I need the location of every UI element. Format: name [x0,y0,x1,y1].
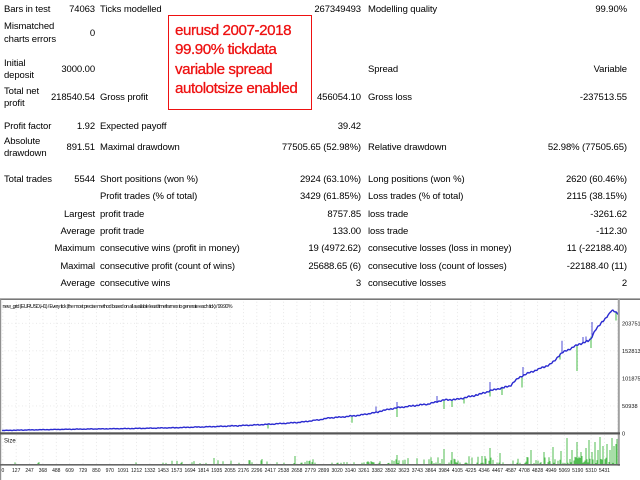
svg-text:3502: 3502 [385,468,396,474]
svg-text:3261: 3261 [358,468,369,474]
svg-text:1453: 1453 [158,468,169,474]
svg-text:203751: 203751 [622,322,640,328]
svg-text:50938: 50938 [622,404,638,410]
svg-text:4467: 4467 [492,468,503,474]
svg-text:1212: 1212 [131,468,142,474]
svg-text:2899: 2899 [318,468,329,474]
svg-text:1694: 1694 [184,468,195,474]
svg-text:3140: 3140 [345,468,356,474]
svg-text:4225: 4225 [465,468,476,474]
svg-text:152813: 152813 [622,349,640,355]
svg-text:3864: 3864 [425,468,436,474]
svg-text:5190: 5190 [572,468,583,474]
svg-text:3743: 3743 [412,468,423,474]
svg-text:609: 609 [65,468,74,474]
svg-text:5069: 5069 [559,468,570,474]
svg-text:3020: 3020 [332,468,343,474]
svg-text:4346: 4346 [479,468,490,474]
svg-text:2538: 2538 [278,468,289,474]
svg-text:2417: 2417 [265,468,276,474]
svg-text:3623: 3623 [398,468,409,474]
svg-text:850: 850 [92,468,101,474]
svg-text:new_grid (EURUSD,H1) / Every t: new_grid (EURUSD,H1) / Every tick (the m… [3,304,233,310]
svg-text:127: 127 [12,468,21,474]
svg-text:247: 247 [25,468,34,474]
svg-text:4949: 4949 [545,468,556,474]
svg-text:5310: 5310 [586,468,597,474]
svg-text:2779: 2779 [305,468,316,474]
svg-text:3382: 3382 [372,468,383,474]
svg-text:Size: Size [4,439,16,445]
svg-text:1573: 1573 [171,468,182,474]
svg-text:2658: 2658 [291,468,302,474]
svg-text:4105: 4105 [452,468,463,474]
svg-text:2176: 2176 [238,468,249,474]
svg-text:4708: 4708 [519,468,530,474]
svg-text:2055: 2055 [225,468,236,474]
svg-text:101875: 101875 [622,377,640,383]
svg-text:1935: 1935 [211,468,222,474]
svg-text:2296: 2296 [251,468,262,474]
svg-text:4587: 4587 [505,468,516,474]
svg-text:5431: 5431 [599,468,610,474]
svg-text:0: 0 [2,468,5,474]
svg-text:970: 970 [106,468,115,474]
svg-text:488: 488 [52,468,61,474]
svg-text:3984: 3984 [438,468,449,474]
svg-text:4828: 4828 [532,468,543,474]
svg-text:1814: 1814 [198,468,209,474]
svg-text:1091: 1091 [118,468,129,474]
svg-text:729: 729 [79,468,88,474]
svg-text:368: 368 [39,468,48,474]
svg-text:1332: 1332 [144,468,155,474]
svg-text:0: 0 [622,432,625,438]
